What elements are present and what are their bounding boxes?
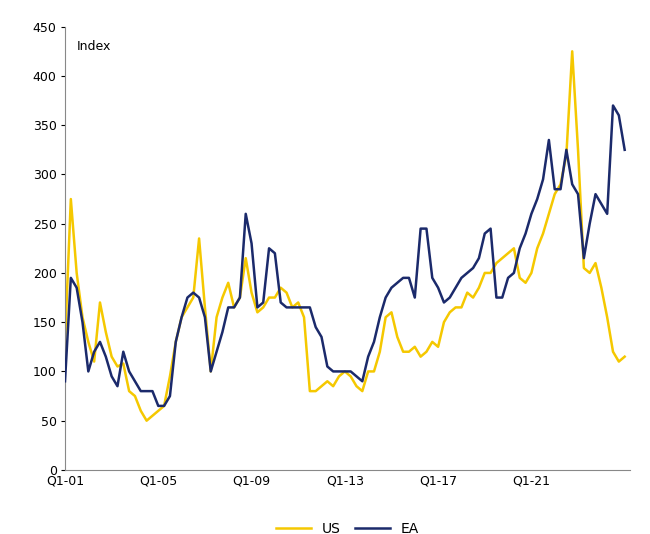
US [79,314,86,320]
US [61,339,69,345]
US [621,354,629,360]
US [143,418,151,424]
EA [61,378,69,384]
US [387,309,395,316]
Line: US: US [65,51,625,421]
EA [499,294,506,301]
EA [213,349,220,355]
EA [609,103,617,109]
US [346,373,354,380]
EA [346,368,354,375]
US [213,314,220,320]
EA [79,319,86,325]
EA [155,403,162,409]
US [568,48,576,54]
EA [621,147,629,153]
Line: EA: EA [65,106,625,406]
EA [387,285,395,291]
EA [102,354,110,360]
Legend: US, EA: US, EA [271,517,424,534]
Text: Index: Index [76,40,111,53]
US [499,255,506,261]
US [102,329,110,335]
